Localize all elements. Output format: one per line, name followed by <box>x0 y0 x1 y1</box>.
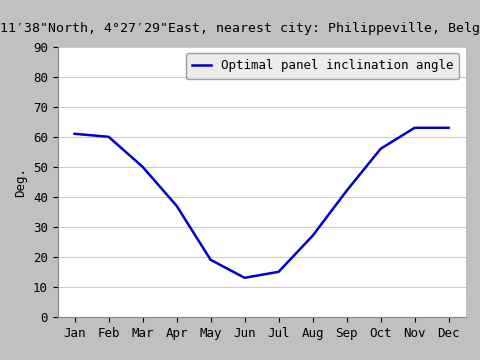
Optimal panel inclination angle <box>276 270 281 274</box>
Optimal panel inclination angle <box>174 204 180 208</box>
Optimal panel inclination angle <box>140 165 145 169</box>
Optimal panel inclination angle <box>242 276 248 280</box>
Optimal panel inclination angle <box>344 189 349 193</box>
Optimal panel inclination angle <box>378 147 384 151</box>
Optimal panel inclination angle <box>208 258 214 262</box>
Text: 50°11′38"North, 4°27′29"East, nearest city: Philippeville, Belgium: 50°11′38"North, 4°27′29"East, nearest ci… <box>0 22 480 35</box>
Optimal panel inclination angle <box>412 126 418 130</box>
Optimal panel inclination angle <box>106 135 111 139</box>
Y-axis label: Deg.: Deg. <box>14 167 27 197</box>
Line: Optimal panel inclination angle: Optimal panel inclination angle <box>74 128 449 278</box>
Legend: Optimal panel inclination angle: Optimal panel inclination angle <box>186 53 459 78</box>
Optimal panel inclination angle <box>72 132 77 136</box>
Optimal panel inclination angle <box>446 126 452 130</box>
Optimal panel inclination angle <box>310 234 315 238</box>
